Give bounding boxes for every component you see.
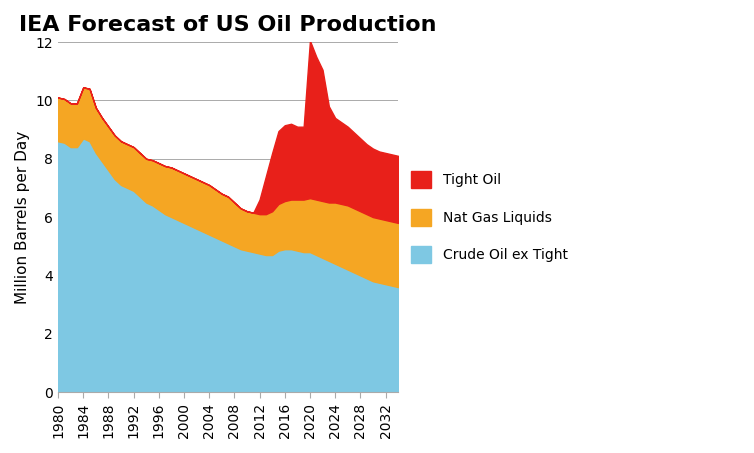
Title: IEA Forecast of US Oil Production: IEA Forecast of US Oil Production [20, 15, 437, 35]
Legend: Tight Oil, Nat Gas Liquids, Crude Oil ex Tight: Tight Oil, Nat Gas Liquids, Crude Oil ex… [405, 165, 573, 269]
Y-axis label: Million Barrels per Day: Million Barrels per Day [15, 130, 30, 304]
